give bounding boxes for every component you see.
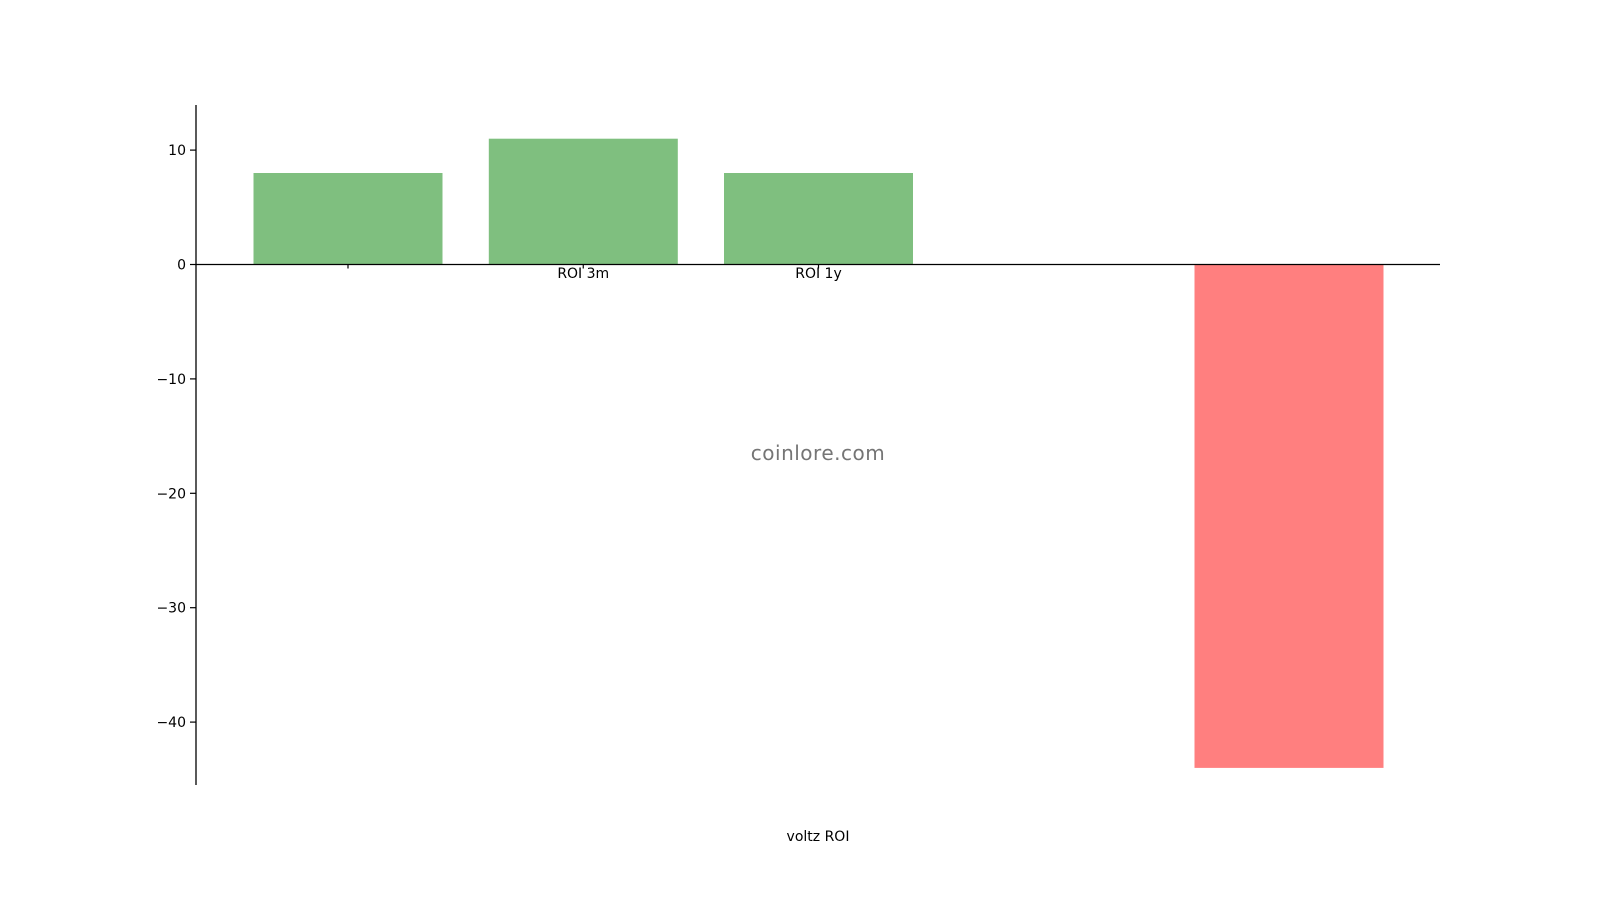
bar-category-4: [1194, 264, 1384, 768]
x-tick-label: ROI 3m: [557, 266, 609, 282]
y-tick-label: 10: [168, 143, 186, 159]
bar-category-0: [253, 173, 443, 265]
y-tick-label: −20: [156, 486, 186, 502]
y-tick-label: −10: [156, 372, 186, 388]
y-tick-label: −40: [156, 715, 186, 731]
watermark-text: coinlore.com: [750, 441, 886, 465]
x-tick-label: ROI 1y: [795, 266, 842, 282]
y-tick-label: 0: [177, 258, 186, 274]
bar-roi-1y: [724, 173, 913, 265]
bar-roi-3m: [488, 138, 678, 265]
x-axis-title: voltz ROI: [786, 829, 850, 845]
y-tick-label: −30: [156, 601, 186, 617]
